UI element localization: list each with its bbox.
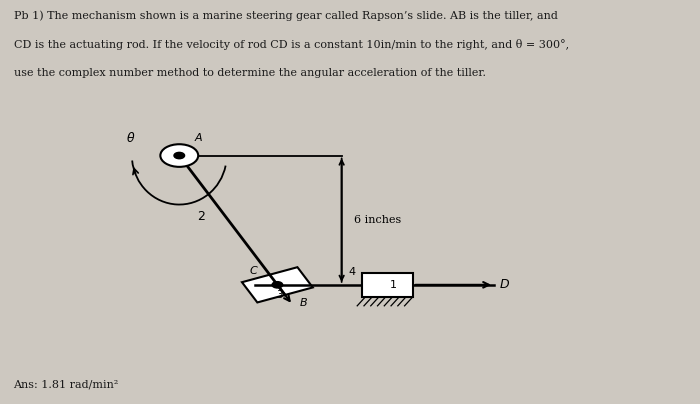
Text: Pb 1) The mechanism shown is a marine steering gear called Rapson’s slide. AB is: Pb 1) The mechanism shown is a marine st… [13, 10, 557, 21]
Text: A: A [195, 133, 202, 143]
Text: Ans: 1.81 rad/min²: Ans: 1.81 rad/min² [13, 380, 119, 390]
Circle shape [160, 144, 198, 167]
Text: $\theta$: $\theta$ [126, 131, 136, 145]
Circle shape [272, 282, 283, 288]
Text: 2: 2 [197, 210, 205, 223]
Text: B: B [300, 298, 307, 308]
Text: 3: 3 [276, 290, 283, 300]
Text: 1: 1 [390, 280, 397, 290]
Text: 4: 4 [348, 267, 356, 277]
Text: 6 inches: 6 inches [354, 215, 401, 225]
Text: use the complex number method to determine the angular acceleration of the tille: use the complex number method to determi… [13, 68, 486, 78]
Text: C: C [250, 266, 258, 276]
Text: CD is the actuating rod. If the velocity of rod CD is a constant 10in/min to the: CD is the actuating rod. If the velocity… [13, 39, 568, 50]
Bar [242, 267, 313, 303]
Bar [362, 273, 413, 297]
Text: D: D [499, 278, 509, 291]
Circle shape [174, 152, 185, 159]
